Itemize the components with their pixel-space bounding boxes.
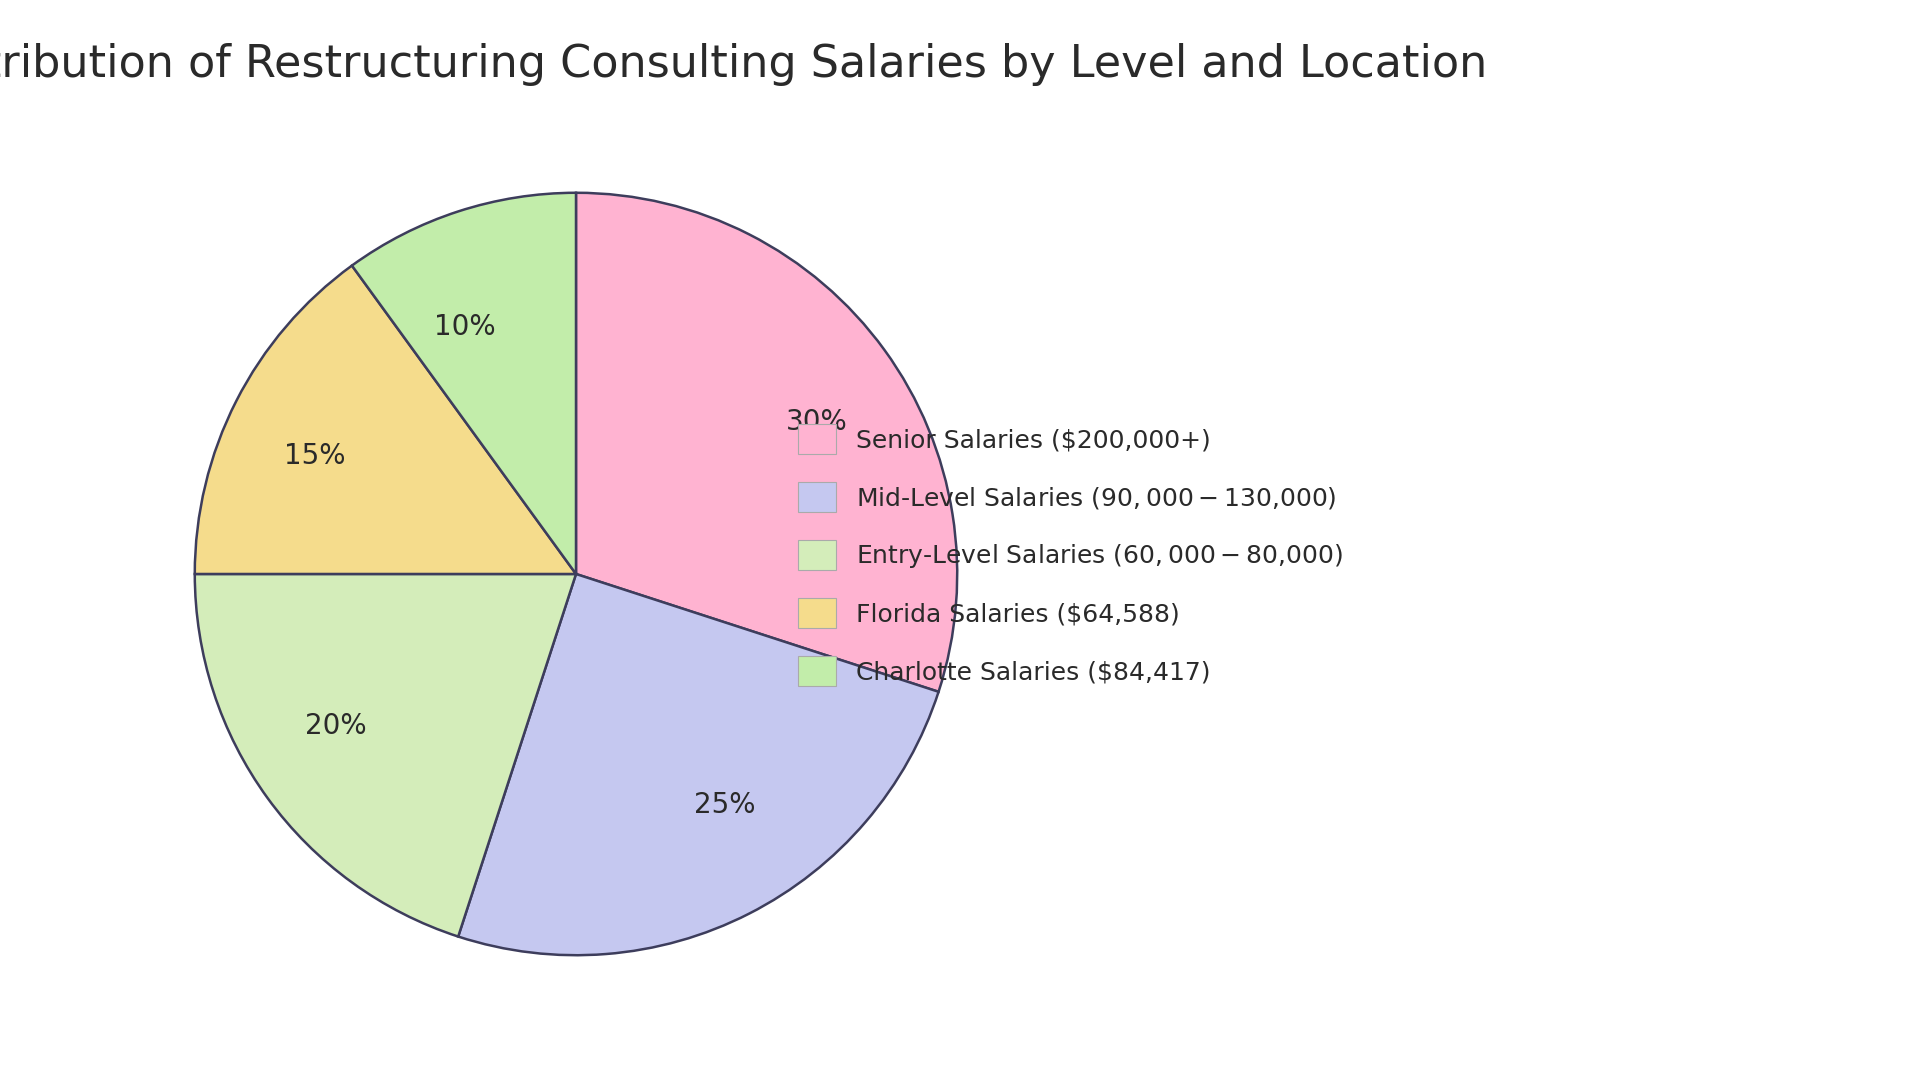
Text: Distribution of Restructuring Consulting Salaries by Level and Location: Distribution of Restructuring Consulting… — [0, 43, 1486, 87]
Text: 30%: 30% — [785, 407, 847, 435]
Wedge shape — [576, 193, 958, 692]
Text: 20%: 20% — [305, 713, 367, 741]
Wedge shape — [351, 193, 576, 574]
Wedge shape — [194, 574, 576, 937]
Legend: Senior Salaries ($200,000+), Mid-Level Salaries ($90,000-$130,000), Entry-Level : Senior Salaries ($200,000+), Mid-Level S… — [799, 423, 1342, 687]
Wedge shape — [194, 265, 576, 574]
Wedge shape — [459, 574, 939, 955]
Text: 25%: 25% — [693, 791, 755, 819]
Text: 10%: 10% — [434, 313, 495, 341]
Text: 15%: 15% — [284, 442, 346, 470]
